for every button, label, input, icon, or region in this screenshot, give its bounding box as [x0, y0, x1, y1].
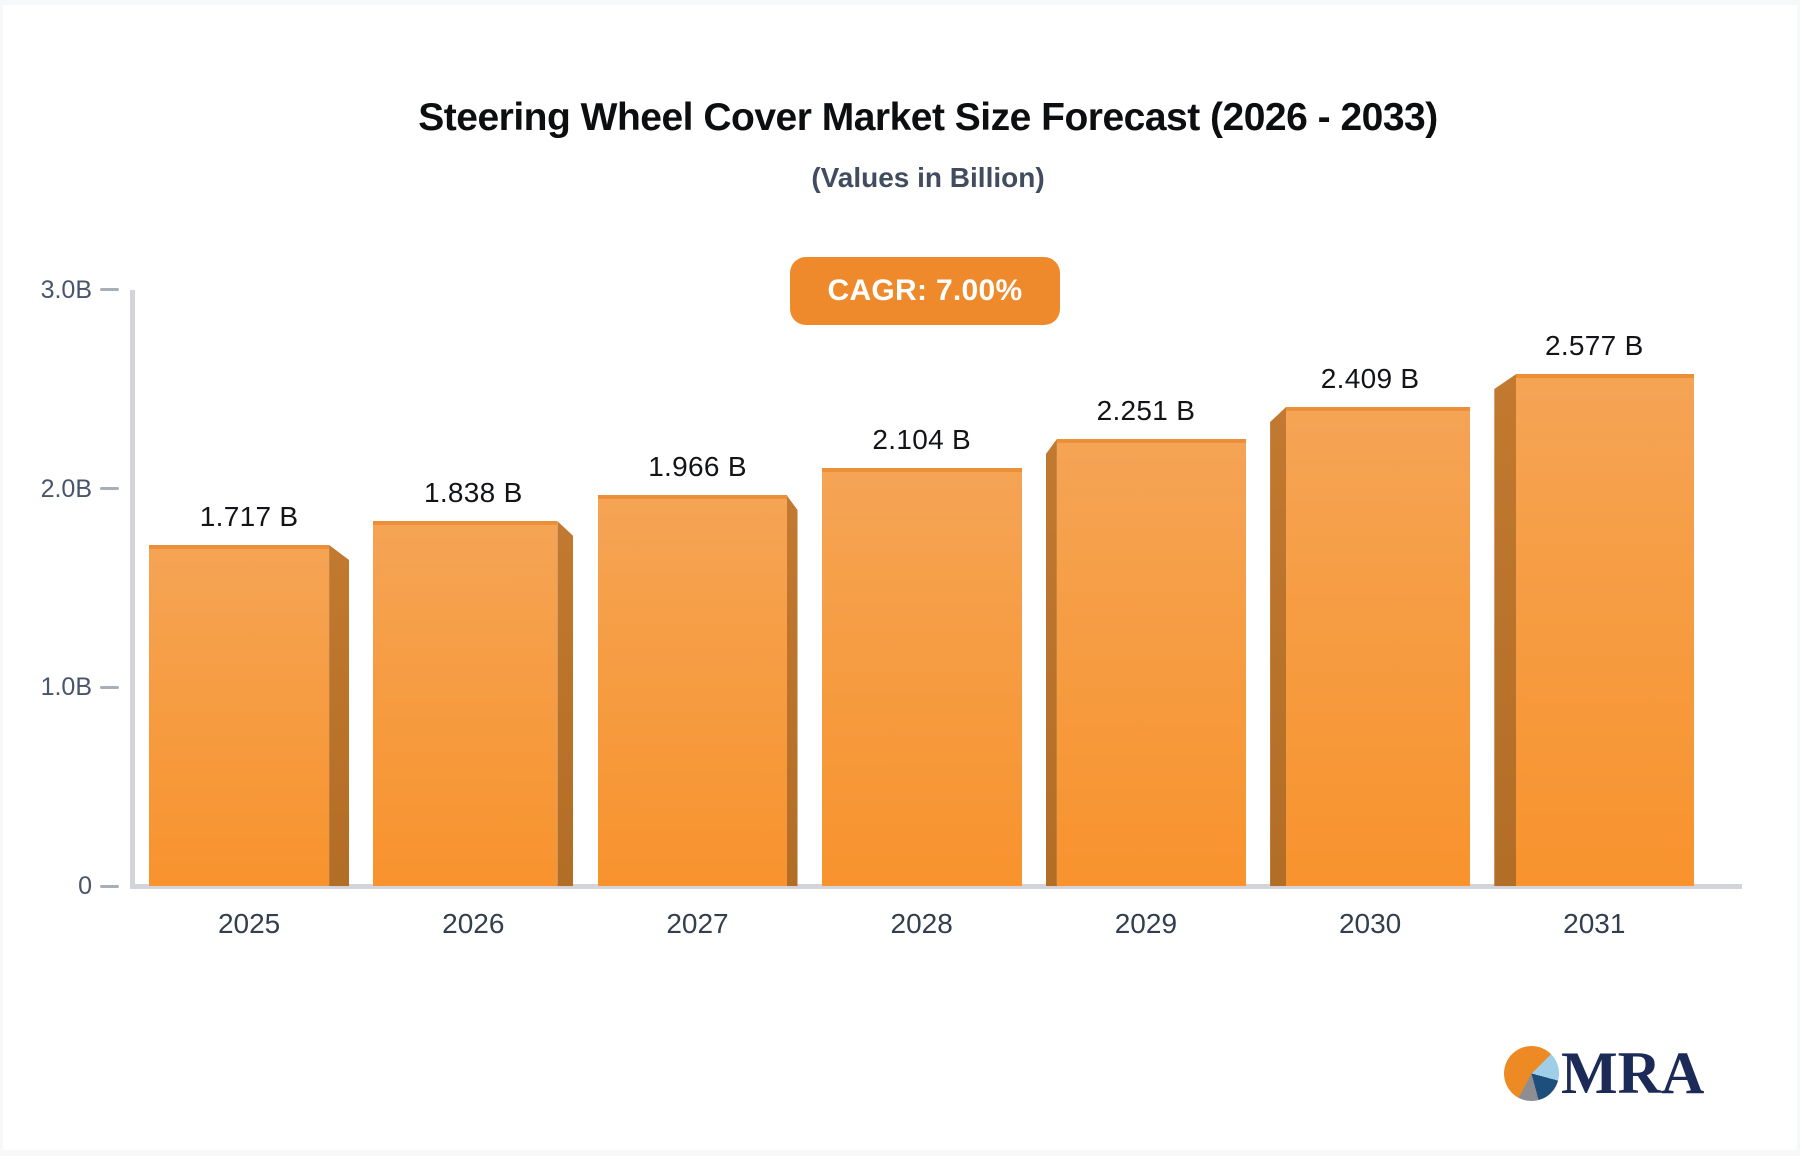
y-axis-tick-label: 2.0B [40, 474, 92, 503]
bar-2027 [597, 495, 798, 886]
bar-value-label: 1.717 B [199, 501, 299, 532]
logo-text: MRA [1561, 1040, 1705, 1106]
y-axis-tick [100, 487, 119, 491]
y-axis-tick [100, 288, 119, 292]
bar-face [821, 468, 1022, 886]
x-axis-label-2031: 2031 [1563, 908, 1626, 939]
bar-side-shadow [786, 495, 798, 886]
x-axis-label-2029: 2029 [1114, 908, 1178, 939]
bar-face [1516, 374, 1695, 886]
logo-pie-icon [1504, 1045, 1559, 1101]
bar-2028 [821, 468, 1022, 886]
brand-logo: MRA [1504, 1038, 1770, 1108]
y-axis-tick-label: 0 [78, 872, 92, 900]
bar-value-label: 2.577 B [1544, 330, 1644, 361]
x-axis-line [130, 884, 1742, 889]
bar-value-label: 1.838 B [423, 477, 523, 508]
page-right-edge [1797, 0, 1800, 1156]
x-axis-label-2027: 2027 [666, 908, 729, 939]
x-axis-label-2028: 2028 [890, 908, 953, 939]
bar-side-shadow [1045, 439, 1057, 886]
y-axis-tick-label: 1.0B [40, 673, 92, 702]
chart-subtitle: (Values in Billion) [811, 162, 1045, 193]
bar-face [1056, 439, 1246, 886]
bar-2025 [149, 545, 350, 886]
bar-value-label: 2.409 B [1320, 363, 1420, 394]
y-axis-tick [100, 884, 119, 888]
bar-side-shadow [557, 521, 574, 886]
y-axis-tick-label: 3.0B [40, 275, 92, 304]
bar-2029 [1045, 439, 1246, 886]
bar-value-label: 2.251 B [1096, 395, 1196, 426]
page-bottom-edge [0, 1150, 1800, 1156]
bar-value-label: 2.104 B [872, 424, 971, 455]
page-left-edge [0, 0, 3, 1156]
chart-title: Steering Wheel Cover Market Size Forecas… [418, 96, 1438, 139]
bar-face [373, 521, 558, 886]
bar-side-shadow [1270, 407, 1287, 886]
bar-face [1286, 407, 1471, 886]
x-axis-label-2026: 2026 [442, 908, 505, 939]
cagr-badge: CAGR: 7.00% [790, 257, 1060, 325]
bar-side-shadow [1494, 374, 1517, 886]
bar-2030 [1270, 407, 1471, 886]
bar-2026 [373, 521, 574, 886]
bar-face [597, 495, 787, 886]
bar-side-shadow [329, 545, 350, 886]
y-axis-tick [100, 685, 119, 689]
page-top-edge [0, 0, 1800, 5]
x-axis-label-2025: 2025 [217, 908, 281, 939]
y-axis-line [130, 290, 135, 889]
bar-value-label: 1.966 B [648, 451, 747, 482]
bar-2031 [1494, 374, 1695, 886]
x-axis-label-2030: 2030 [1338, 908, 1402, 939]
bar-face [149, 545, 330, 886]
